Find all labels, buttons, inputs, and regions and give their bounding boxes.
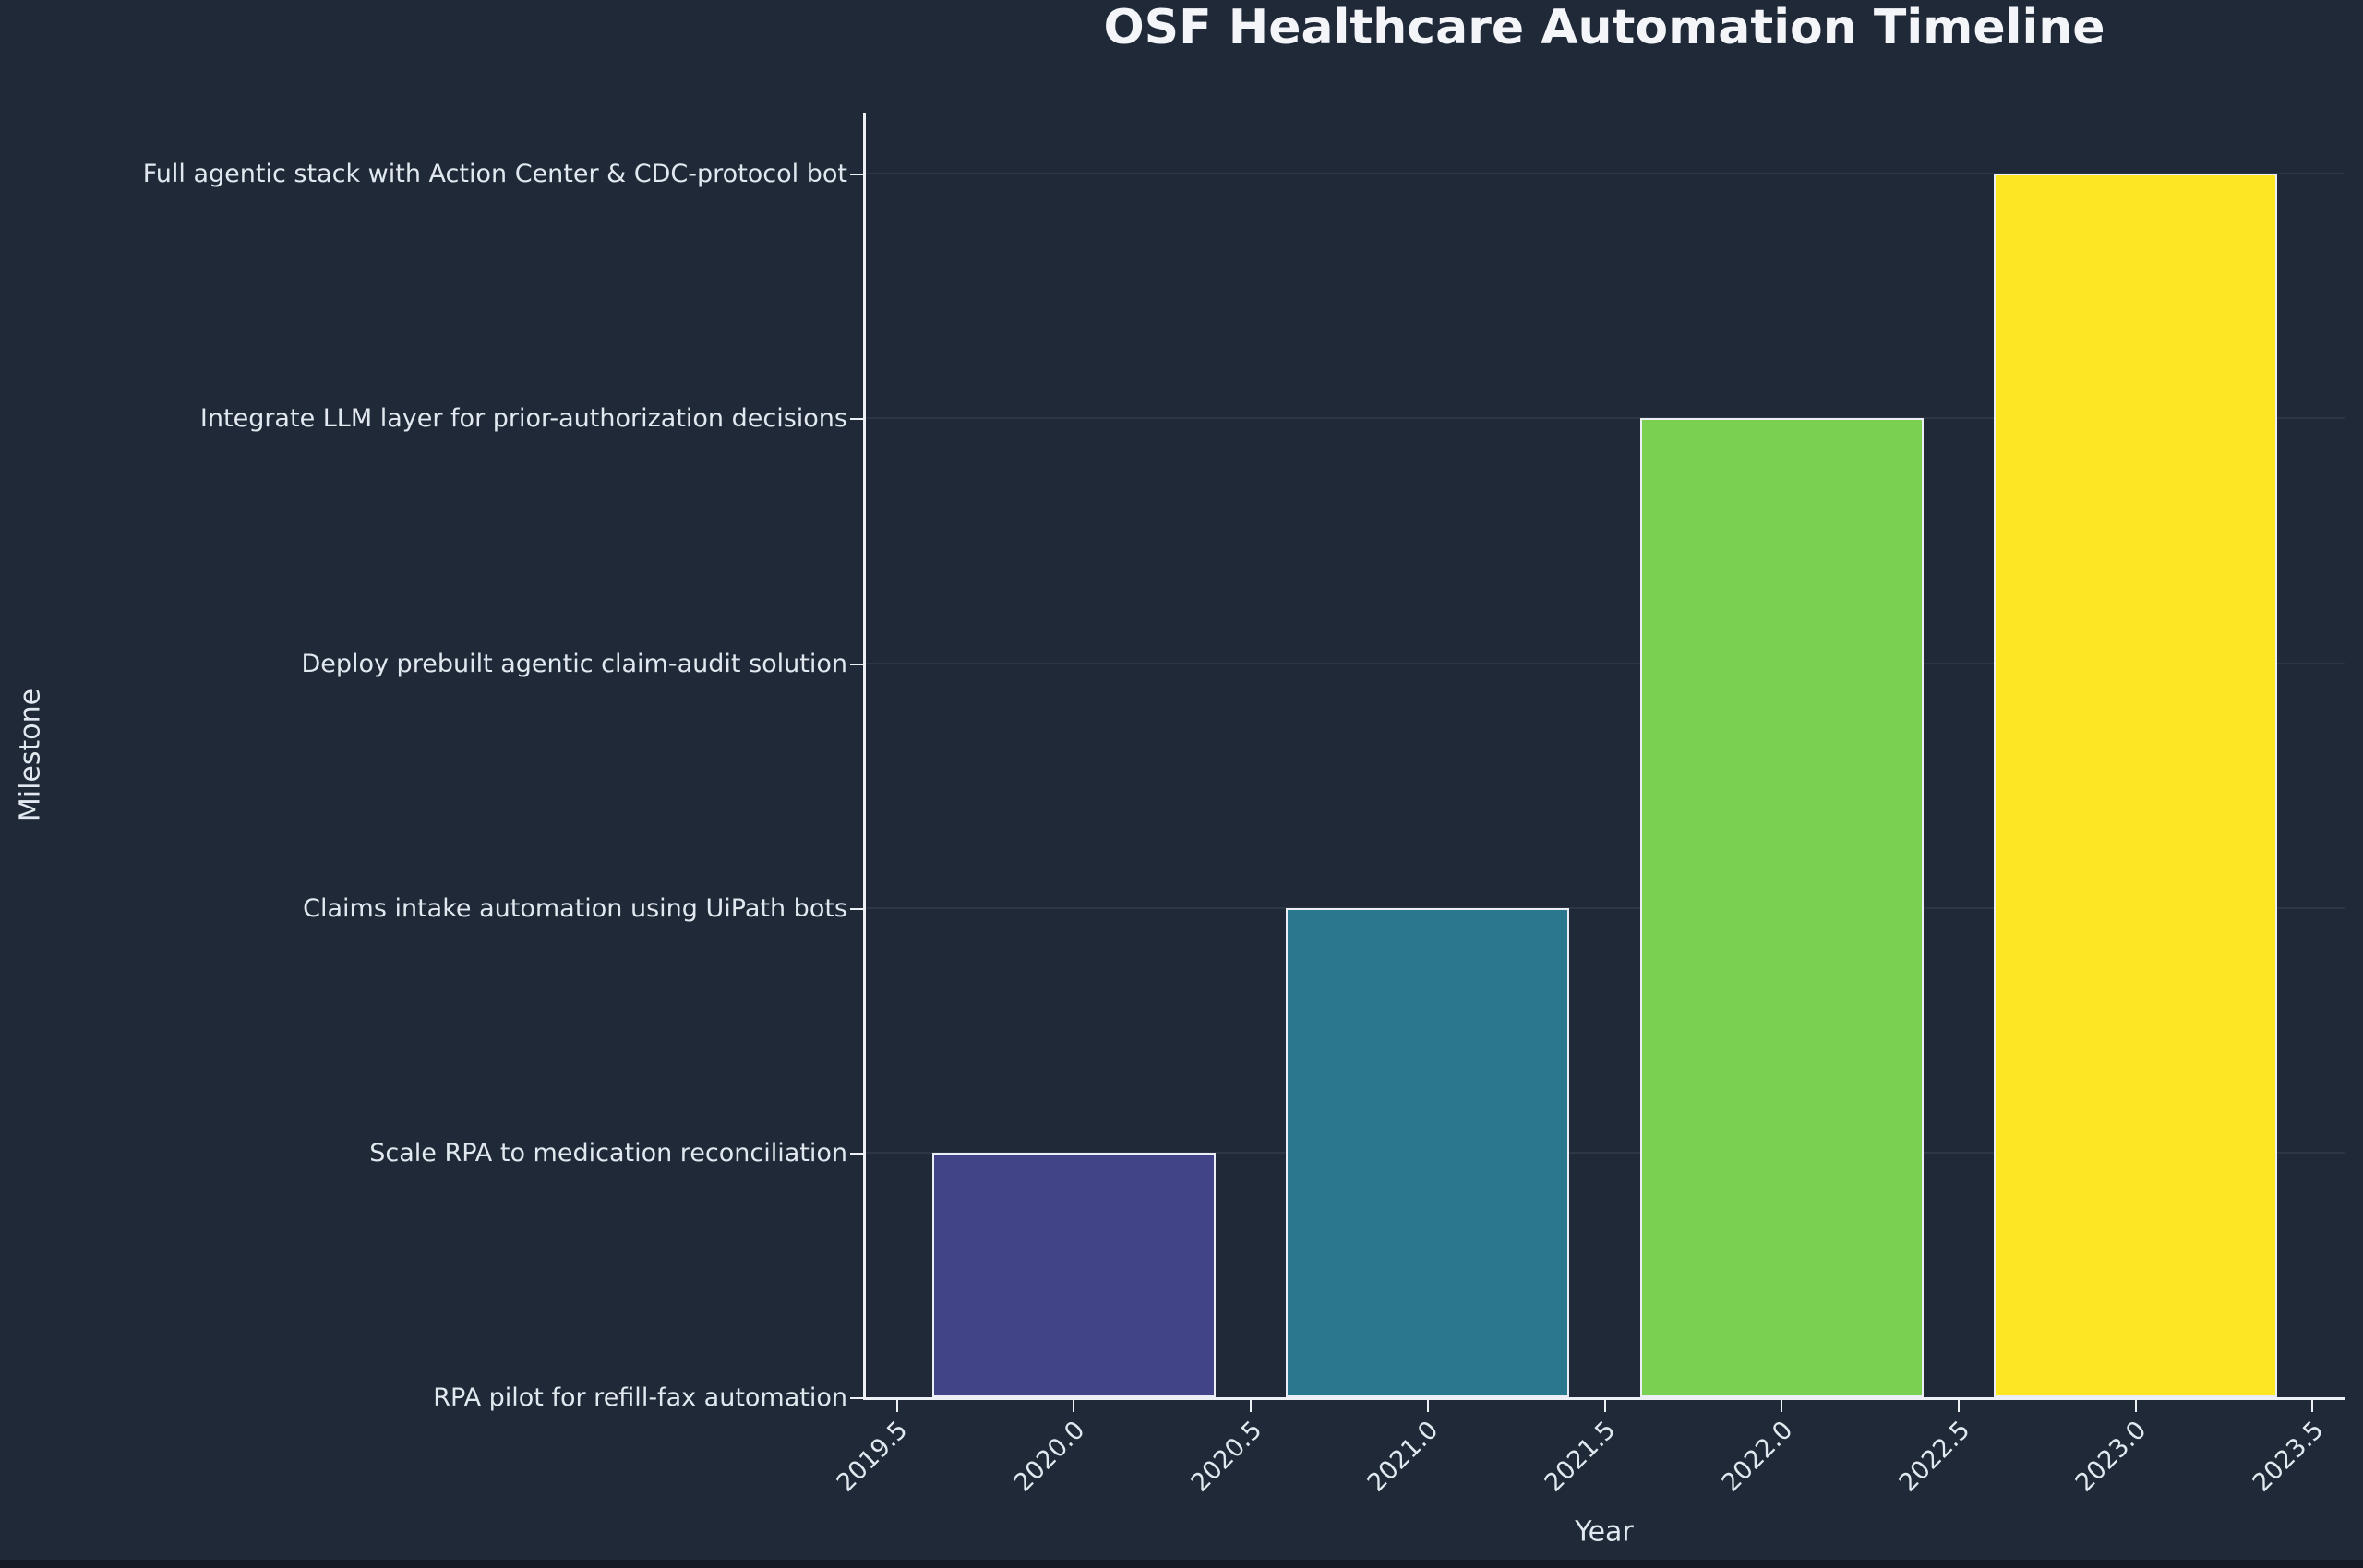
x-tick-mark: [1603, 1400, 1606, 1412]
y-axis-spine: [863, 113, 866, 1400]
gridline: [865, 173, 2345, 175]
y-axis-title: Milestone: [14, 688, 47, 822]
x-tick-mark: [1250, 1400, 1252, 1412]
bar-2022: [1639, 418, 1924, 1397]
x-tick-label: 2020.0: [1008, 1416, 1091, 1498]
x-tick-mark: [1957, 1400, 1960, 1412]
x-axis-title: Year: [1575, 1515, 1634, 1549]
x-tick-mark: [1426, 1400, 1429, 1412]
x-tick-mark: [2311, 1400, 2314, 1412]
x-tick-label: 2019.5: [831, 1416, 914, 1498]
y-tick-mark: [850, 1397, 863, 1399]
y-tick-label: Scale RPA to medication reconciliation: [369, 1138, 847, 1167]
gridline: [865, 1151, 2345, 1154]
y-tick-label: Deploy prebuilt agentic claim-audit solu…: [301, 649, 847, 678]
bottom-edge-strip: [0, 1560, 2363, 1568]
y-tick-mark: [850, 174, 863, 176]
y-tick-label: Claims intake automation using UiPath bo…: [303, 893, 847, 923]
chart-title: OSF Healthcare Automation Timeline: [1103, 0, 2105, 55]
x-tick-label: 2022.5: [1893, 1416, 1975, 1498]
x-tick-mark: [1073, 1400, 1075, 1412]
gridline: [865, 417, 2345, 420]
x-tick-label: 2023.0: [2069, 1416, 2153, 1498]
bar-2020: [931, 1152, 1216, 1397]
y-tick-label: RPA pilot for refill-fax automation: [433, 1383, 847, 1412]
x-tick-label: 2023.5: [2247, 1416, 2330, 1498]
x-tick-mark: [1781, 1400, 1783, 1412]
y-tick-mark: [850, 907, 863, 910]
x-tick-label: 2022.0: [1716, 1416, 1799, 1498]
x-tick-mark: [2134, 1400, 2137, 1412]
y-tick-mark: [850, 663, 863, 665]
x-tick-label: 2020.5: [1185, 1416, 1267, 1498]
bar-2021: [1286, 907, 1570, 1397]
bar-2023: [1994, 174, 2278, 1397]
y-tick-mark: [850, 418, 863, 421]
y-tick-label: Integrate LLM layer for prior-authorizat…: [199, 404, 847, 434]
x-tick-mark: [895, 1400, 898, 1412]
x-tick-label: 2021.0: [1361, 1416, 1445, 1498]
gridline: [865, 662, 2345, 664]
y-tick-label: Full agentic stack with Action Center & …: [142, 160, 847, 189]
y-tick-mark: [850, 1152, 863, 1155]
x-tick-label: 2021.5: [1539, 1416, 1622, 1498]
x-axis-spine: [865, 1397, 2345, 1400]
gridline: [865, 906, 2345, 909]
